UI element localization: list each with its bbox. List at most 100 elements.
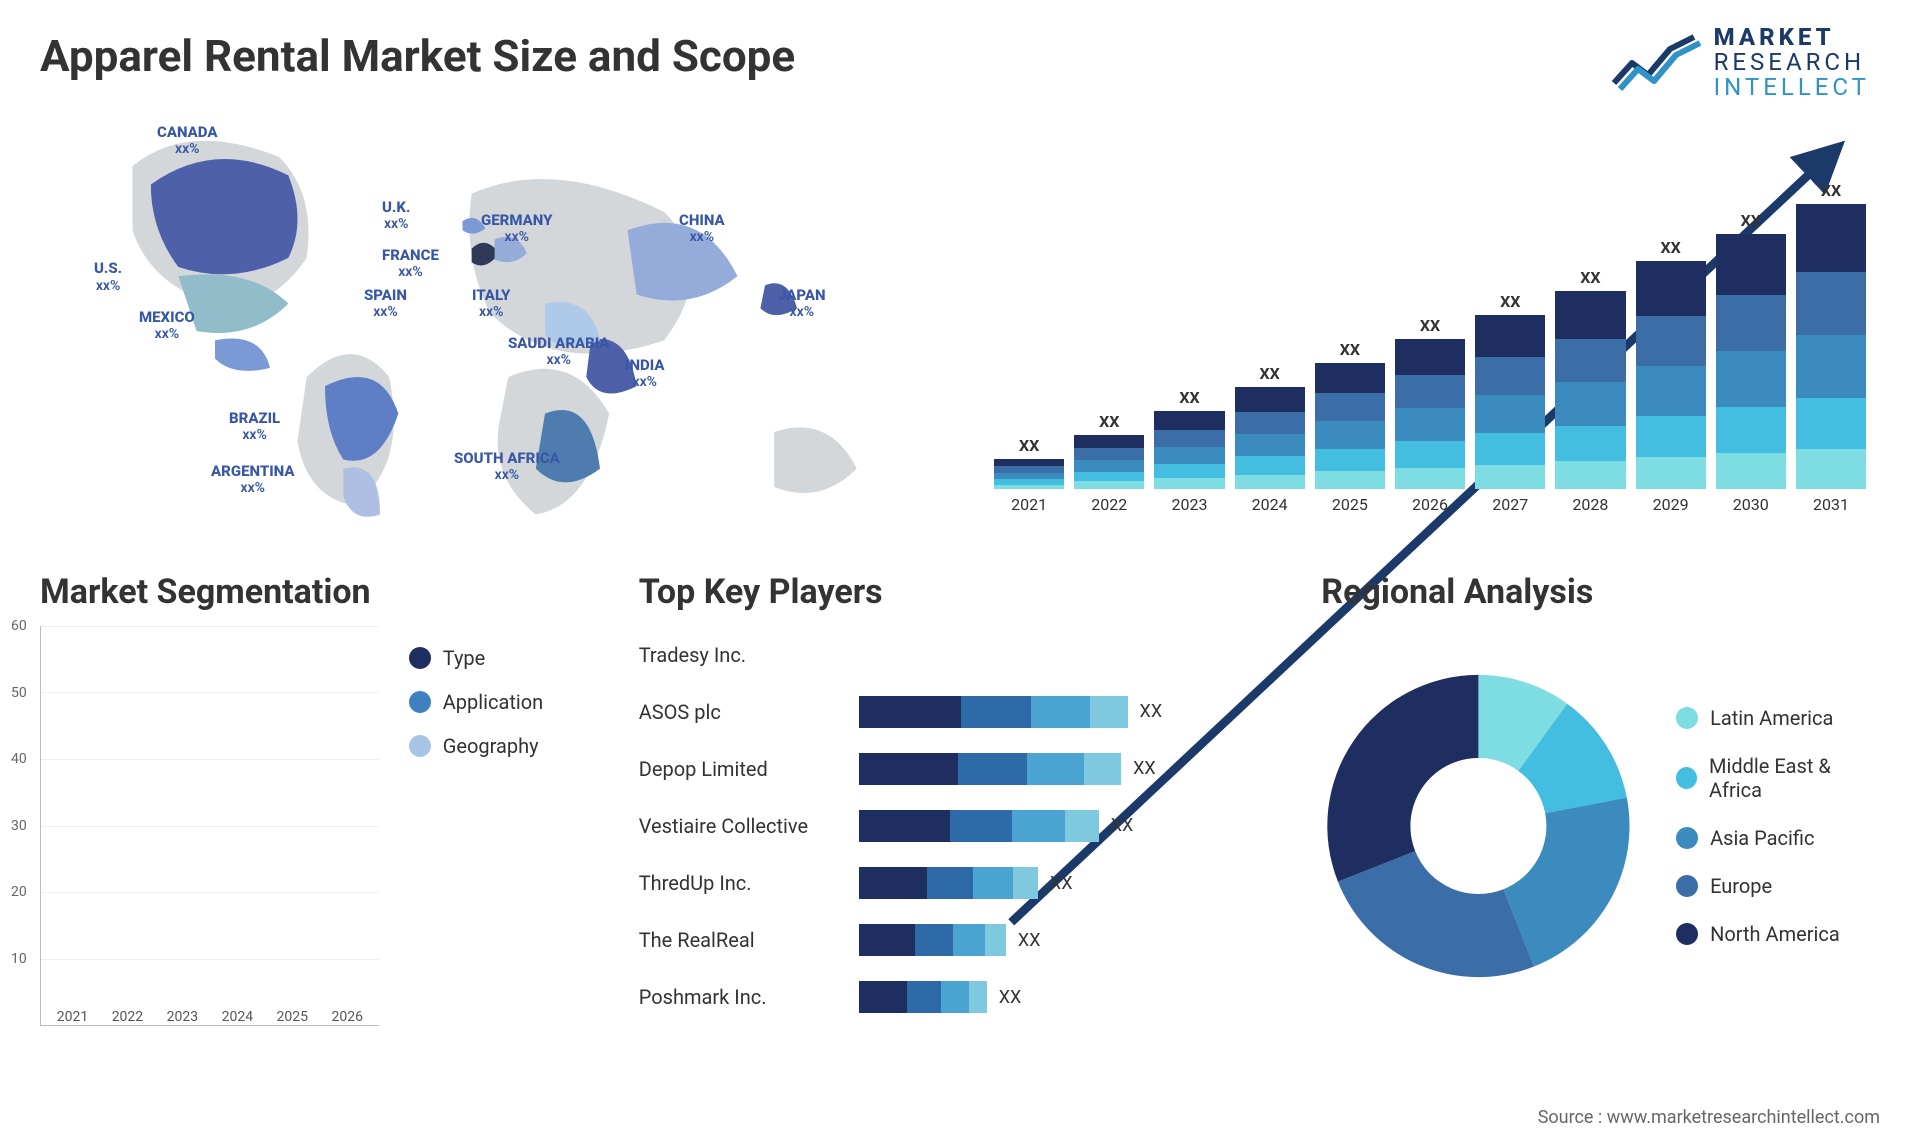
player-bar-row: XX (859, 863, 1282, 903)
player-bar-row (859, 635, 1282, 675)
player-name: ThredUp Inc. (639, 871, 859, 895)
growth-bar-year: 2023 (1171, 495, 1207, 514)
player-bar-value: XX (1111, 815, 1134, 836)
segmentation-year-label: 2023 (167, 1009, 198, 1025)
player-name: Poshmark Inc. (639, 985, 859, 1009)
seg-ytick-label: 40 (11, 751, 27, 767)
player-name: Tradesy Inc. (639, 643, 859, 667)
country-label: SAUDI ARABIAxx% (508, 335, 610, 368)
growth-bar-top-label: XX (1179, 388, 1199, 407)
segmentation-year-label: 2022 (112, 1009, 143, 1025)
player-name: Depop Limited (639, 757, 859, 781)
segmentation-bar-col: 2024 (216, 1005, 259, 1025)
donut-slice (1328, 675, 1479, 882)
seg-ytick-label: 60 (11, 618, 27, 634)
source-label: Source : www.marketresearchintellect.com (1538, 1107, 1880, 1128)
country-label: BRAZILxx% (229, 410, 280, 443)
logo-line1: MARKET (1714, 25, 1870, 50)
brand-logo: MARKET RESEARCH INTELLECT (1612, 25, 1870, 101)
page-title: Apparel Rental Market Size and Scope (40, 30, 1880, 82)
legend-item: Middle East & Africa (1676, 754, 1880, 802)
growth-bar-col: XX 2024 (1235, 364, 1305, 514)
growth-bar-col: XX 2027 (1475, 292, 1545, 514)
country-label: INDIAxx% (625, 357, 665, 390)
seg-ytick-label: 30 (11, 818, 27, 834)
growth-bar-year: 2027 (1492, 495, 1528, 514)
segmentation-year-label: 2025 (277, 1009, 308, 1025)
legend-item: Asia Pacific (1676, 826, 1880, 850)
seg-ytick-label: 50 (11, 685, 27, 701)
segmentation-bar-col: 2021 (51, 1005, 94, 1025)
growth-bar-year: 2024 (1252, 495, 1288, 514)
player-name: The RealReal (639, 928, 859, 952)
legend-item: Europe (1676, 874, 1880, 898)
growth-bar-col: XX2030 (1716, 211, 1786, 514)
growth-bar-top-label: XX (1099, 412, 1119, 431)
country-label: MEXICOxx% (139, 309, 195, 342)
country-label: CANADAxx% (157, 124, 218, 157)
country-label: U.K.xx% (382, 199, 410, 232)
regional-title: Regional Analysis (1321, 572, 1880, 612)
regional-legend: Latin America Middle East & Africa Asia Pa… (1676, 706, 1880, 946)
segmentation-bar-col: 2023 (161, 1005, 204, 1025)
growth-bar-col: XX 2023 (1154, 388, 1224, 514)
growth-bar-year: 2028 (1572, 495, 1608, 514)
growth-bar-year: 2026 (1412, 495, 1448, 514)
growth-bar-top-label: XX (1500, 292, 1520, 311)
player-bar-value: XX (1133, 758, 1156, 779)
legend-item: Type (409, 646, 599, 670)
logo-line2: RESEARCH (1714, 50, 1870, 75)
growth-bar-year: 2025 (1332, 495, 1368, 514)
country-label: U.S.xx% (94, 260, 122, 293)
segmentation-bar-col: 2025 (271, 1005, 314, 1025)
growth-bar-year: 2022 (1091, 495, 1127, 514)
growth-bar-top-label: XX (1821, 181, 1841, 200)
segmentation-year-label: 2021 (57, 1009, 88, 1025)
growth-bar-year: 2029 (1653, 495, 1689, 514)
segmentation-year-label: 2024 (222, 1009, 253, 1025)
seg-ytick-label: 10 (11, 951, 27, 967)
country-label: ARGENTINAxx% (211, 463, 295, 496)
player-bar-row: XX (859, 977, 1282, 1017)
logo-line3: INTELLECT (1714, 75, 1870, 100)
key-players-title: Top Key Players (639, 572, 1282, 612)
growth-bar-col: XX 2022 (1074, 412, 1144, 514)
segmentation-panel: Market Segmentation 20212022202320242025… (40, 572, 599, 1072)
segmentation-bar-col: 2022 (106, 1005, 149, 1025)
key-players-names: Tradesy Inc. ASOS plc Depop Limited Vestiai… (639, 626, 859, 1026)
growth-bar-year: 2021 (1011, 495, 1047, 514)
growth-bar-top-label: XX (1420, 316, 1440, 335)
growth-bar-year: 2031 (1813, 495, 1849, 514)
growth-chart-panel: XX2021XX2022XX2023XX2024XX2025XX2026XX20… (980, 102, 1880, 542)
player-name: Vestiaire Collective (639, 814, 859, 838)
regional-panel: Regional Analysis Latin America Middle Ea… (1321, 572, 1880, 1072)
country-label: SPAINxx% (364, 287, 407, 320)
player-bar-value: XX (1050, 873, 1073, 894)
country-label: ITALYxx% (472, 287, 510, 320)
growth-bar-top-label: XX (1260, 364, 1280, 383)
logo-mark-icon (1612, 33, 1702, 93)
legend-item: North America (1676, 922, 1880, 946)
player-bar-value: XX (1018, 930, 1041, 951)
player-bar-row: XX (859, 749, 1282, 789)
key-players-bars: XX XX XX XX XX XX (859, 626, 1282, 1026)
regional-donut-chart (1321, 661, 1636, 991)
player-bar-value: XX (1140, 701, 1163, 722)
growth-bar-col: XX2025 (1315, 340, 1385, 514)
growth-bar-top-label: XX (1660, 238, 1680, 257)
growth-bar-top-label: XX (1580, 268, 1600, 287)
segmentation-legend: TypeApplicationGeography (409, 626, 599, 1026)
growth-bar-col: XX 2028 (1555, 268, 1625, 514)
country-label: JAPANxx% (778, 287, 826, 320)
segmentation-year-label: 2026 (332, 1009, 363, 1025)
growth-bar-top-label: XX (1741, 211, 1761, 230)
growth-bar-top-label: XX (1019, 436, 1039, 455)
seg-ytick-label: 20 (11, 884, 27, 900)
player-bar-row: XX (859, 806, 1282, 846)
player-bar-row: XX (859, 920, 1282, 960)
player-name: ASOS plc (639, 700, 859, 724)
legend-item: Latin America (1676, 706, 1880, 730)
growth-bar-col: XX 2021 (994, 436, 1064, 514)
key-players-panel: Top Key Players Tradesy Inc. ASOS plc Depo… (639, 572, 1282, 1072)
player-bar-value: XX (999, 987, 1022, 1008)
